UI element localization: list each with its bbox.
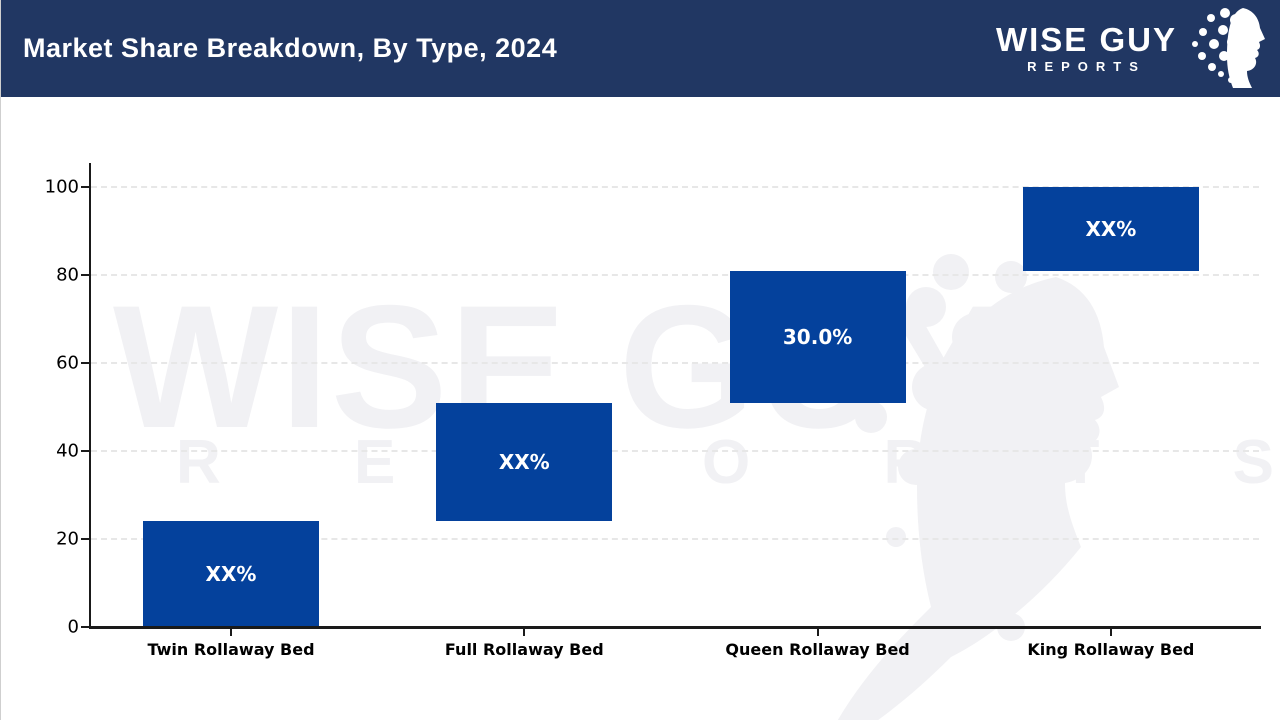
header-bar: Market Share Breakdown, By Type, 2024 WI… xyxy=(1,0,1280,97)
x-tick-mark-2 xyxy=(816,629,819,636)
bar-value-label: 30.0% xyxy=(782,324,853,349)
x-category-label-3: King Rollaway Bed xyxy=(1027,640,1195,659)
bar-2: 30.0% xyxy=(729,270,906,403)
logo-wordmark: WISE GUY xyxy=(995,21,1177,58)
y-axis-line xyxy=(89,163,91,629)
x-category-label-1: Full Rollaway Bed xyxy=(444,640,604,659)
bar-1: XX% xyxy=(436,402,613,522)
y-tick-label-20: 20 xyxy=(56,528,79,550)
x-category-label-0: Twin Rollaway Bed xyxy=(147,640,315,659)
y-tick-mark-60 xyxy=(81,362,89,364)
gridline-80 xyxy=(91,274,1259,276)
gridline-100 xyxy=(91,186,1259,188)
logo-head-icon xyxy=(1181,4,1269,94)
x-axis-line xyxy=(89,626,1261,629)
bar-3: XX% xyxy=(1022,187,1199,271)
bar-value-label: XX% xyxy=(205,562,257,587)
logo-text: WISE GUY REPORTS xyxy=(996,23,1177,74)
y-tick-mark-40 xyxy=(81,450,89,452)
watermark-head-icon xyxy=(801,217,1131,720)
y-tick-mark-20 xyxy=(81,538,89,540)
page-title: Market Share Breakdown, By Type, 2024 xyxy=(23,33,558,63)
y-tick-label-60: 60 xyxy=(56,352,79,374)
chart-canvas: WISE GUY R E P O R T S 0 20 40 60 80 100 XX% X… xyxy=(1,97,1280,720)
y-tick-label-40: 40 xyxy=(56,440,79,462)
gridline-20 xyxy=(91,538,1259,540)
logo-subtitle: REPORTS xyxy=(1027,59,1146,74)
bar-value-label: XX% xyxy=(1085,216,1137,241)
gridline-40 xyxy=(91,450,1259,452)
x-tick-mark-3 xyxy=(1109,629,1112,636)
x-tick-mark-1 xyxy=(523,629,526,636)
y-tick-label-80: 80 xyxy=(56,264,79,286)
x-tick-mark-0 xyxy=(230,629,232,636)
y-tick-label-100: 100 xyxy=(44,176,79,198)
y-tick-mark-80 xyxy=(81,274,89,276)
gridline-60 xyxy=(91,362,1259,364)
x-category-label-2: Queen Rollaway Bed xyxy=(725,640,910,659)
bar-0: XX% xyxy=(143,521,319,627)
wise-guy-reports-logo: WISE GUY REPORTS xyxy=(996,4,1269,94)
bar-value-label: XX% xyxy=(498,449,550,474)
y-tick-mark-100 xyxy=(81,186,89,188)
y-tick-label-0: 0 xyxy=(67,616,79,638)
y-tick-mark-0 xyxy=(81,626,89,628)
